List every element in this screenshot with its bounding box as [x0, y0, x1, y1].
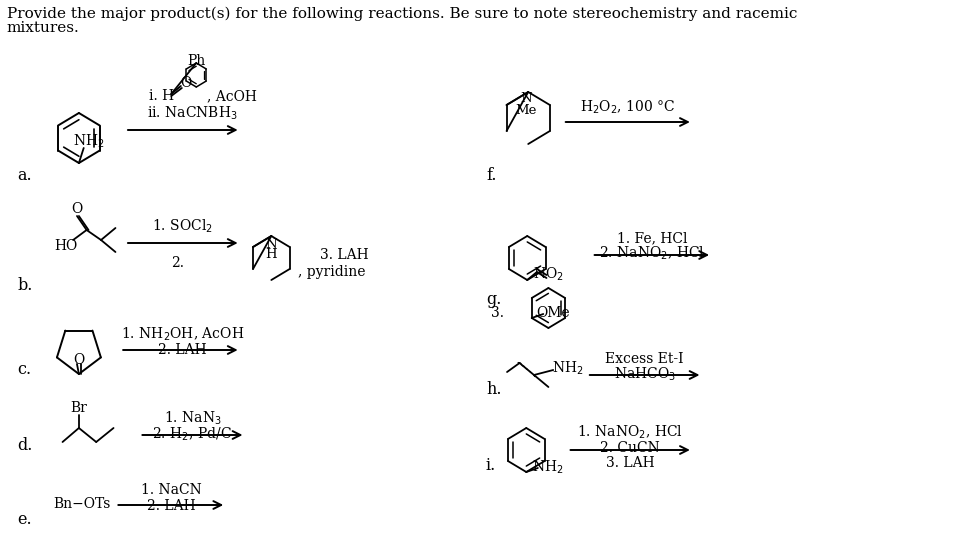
Text: h.: h. — [485, 382, 501, 399]
Text: 2. NaNO$_2$, HCl: 2. NaNO$_2$, HCl — [599, 244, 704, 262]
Text: 2.: 2. — [171, 256, 184, 270]
Text: 2. H$_2$, Pd/C: 2. H$_2$, Pd/C — [153, 425, 232, 443]
Text: e.: e. — [18, 512, 32, 529]
Text: NH$_2$: NH$_2$ — [72, 132, 105, 150]
Text: , AcOH: , AcOH — [206, 89, 256, 103]
Text: HO: HO — [54, 239, 77, 253]
Text: Bn−OTs: Bn−OTs — [53, 497, 111, 511]
Text: 3.: 3. — [490, 306, 503, 320]
Text: Br: Br — [70, 401, 87, 415]
Text: 2. CuCN: 2. CuCN — [600, 441, 659, 455]
Text: Ph: Ph — [187, 54, 205, 68]
Text: 3. LAH: 3. LAH — [605, 456, 654, 470]
Text: Me: Me — [515, 104, 536, 116]
Text: 1. Fe, HCl: 1. Fe, HCl — [616, 231, 687, 245]
Text: Provide the major product(s) for the following reactions. Be sure to note stereo: Provide the major product(s) for the fol… — [7, 7, 796, 21]
Text: 1. NH$_2$OH, AcOH: 1. NH$_2$OH, AcOH — [121, 325, 244, 343]
Text: 1. SOCl$_2$: 1. SOCl$_2$ — [153, 217, 213, 235]
Text: i. H: i. H — [149, 89, 174, 103]
Text: H: H — [265, 248, 277, 262]
Text: O: O — [180, 76, 191, 90]
Text: a.: a. — [18, 167, 32, 183]
Text: NH$_2$: NH$_2$ — [552, 359, 583, 377]
Text: , pyridine: , pyridine — [298, 265, 366, 279]
Text: NH$_2$: NH$_2$ — [531, 458, 562, 476]
Text: d.: d. — [18, 436, 32, 454]
Text: O: O — [73, 353, 84, 367]
Text: N: N — [520, 92, 532, 105]
Text: c.: c. — [18, 361, 31, 378]
Text: ii. NaCNBH$_3$: ii. NaCNBH$_3$ — [147, 104, 238, 122]
Text: O: O — [71, 202, 82, 216]
Text: 1. NaCN: 1. NaCN — [141, 483, 201, 497]
Text: i.: i. — [485, 456, 496, 473]
Text: N: N — [265, 238, 277, 251]
Text: H$_2$O$_2$, 100 °C: H$_2$O$_2$, 100 °C — [579, 98, 674, 116]
Text: 1. NaNO$_2$, HCl: 1. NaNO$_2$, HCl — [577, 423, 683, 441]
Text: 2. LAH: 2. LAH — [147, 499, 196, 513]
Text: 2. LAH: 2. LAH — [158, 343, 207, 357]
Text: NaHCO$_3$: NaHCO$_3$ — [613, 365, 675, 383]
Text: 1. NaN$_3$: 1. NaN$_3$ — [163, 410, 221, 427]
Text: b.: b. — [18, 276, 32, 294]
Text: mixtures.: mixtures. — [7, 21, 79, 35]
Text: f.: f. — [485, 167, 496, 183]
Text: g.: g. — [485, 292, 501, 308]
Text: Excess Et-I: Excess Et-I — [604, 352, 684, 366]
Text: 3. LAH: 3. LAH — [320, 248, 369, 262]
Text: OMe: OMe — [536, 306, 569, 320]
Text: NO$_2$: NO$_2$ — [532, 265, 563, 283]
